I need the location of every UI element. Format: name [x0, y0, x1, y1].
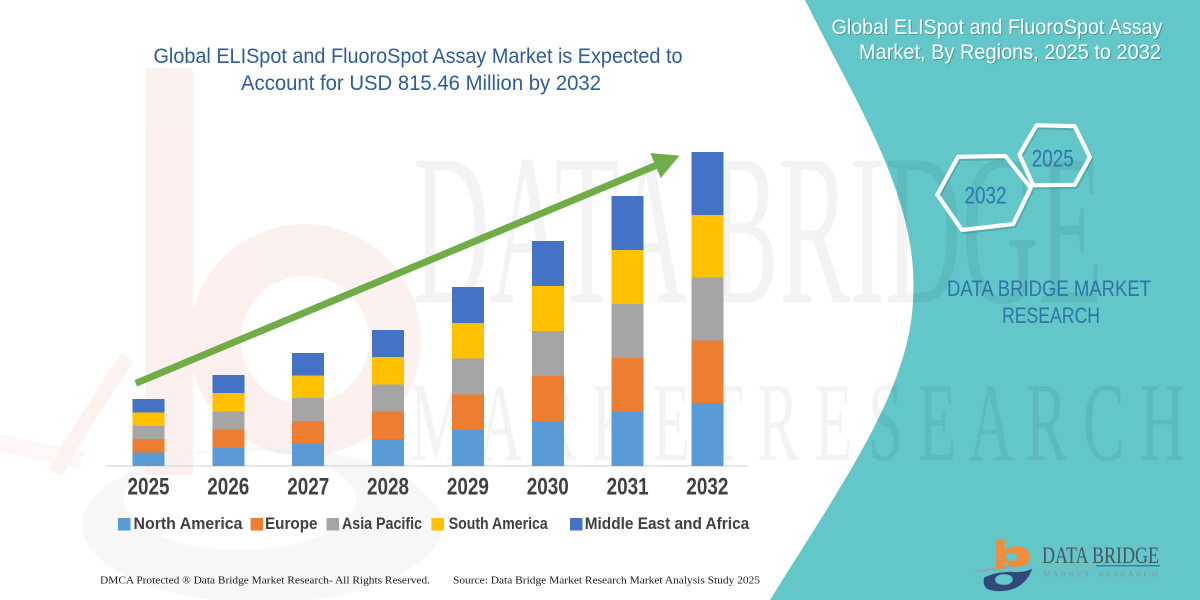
svg-text:Source: Data Bridge Market Res: Source: Data Bridge Market Research Mark… [453, 576, 760, 587]
svg-text:North America: North America [134, 514, 244, 533]
svg-text:2029: 2029 [447, 474, 489, 501]
svg-text:2032: 2032 [686, 474, 728, 501]
svg-text:2027: 2027 [287, 474, 329, 501]
svg-text:Europe: Europe [265, 514, 318, 533]
svg-text:Market, By Regions, 2025 to 20: Market, By Regions, 2025 to 2032 [860, 42, 1162, 65]
svg-text:Global ELISpot and FluoroSpot: Global ELISpot and FluoroSpot Assay Mark… [154, 45, 683, 68]
svg-text:DATA BRIDGE: DATA BRIDGE [1042, 543, 1159, 568]
svg-text:2025: 2025 [1032, 146, 1074, 173]
svg-text:Middle East and Africa: Middle East and Africa [585, 514, 750, 533]
svg-text:2031: 2031 [607, 474, 649, 501]
svg-text:Account for USD 815.46 Million: Account for USD 815.46 Million by 2032 [241, 72, 601, 95]
svg-text:Market, By Regions, 2025 to 20: Market, By Regions, 2025 to 2032 [859, 41, 1161, 64]
svg-text:Asia Pacific: Asia Pacific [342, 514, 422, 533]
svg-text:2032: 2032 [965, 183, 1007, 210]
svg-text:Global ELISpot and FluoroSpot: Global ELISpot and FluoroSpot Assay [832, 16, 1163, 39]
svg-text:Global ELISpot and FluoroSpot: Global ELISpot and FluoroSpot Assay [833, 17, 1164, 40]
svg-text:RESEARCH: RESEARCH [1002, 303, 1100, 328]
svg-text:2028: 2028 [367, 474, 409, 501]
svg-text:M A R K E T R E S E A R C H: M A R K E T R E S E A R C H [1043, 570, 1159, 579]
svg-text:DATA BRIDGE MARKET: DATA BRIDGE MARKET [947, 276, 1151, 301]
svg-text:2030: 2030 [527, 474, 569, 501]
svg-text:2026: 2026 [207, 474, 249, 501]
svg-text:DMCA Protected ® Data Bridge M: DMCA Protected ® Data Bridge Market Rese… [100, 576, 430, 587]
svg-text:2025: 2025 [128, 474, 170, 501]
svg-text:South America: South America [449, 514, 548, 533]
